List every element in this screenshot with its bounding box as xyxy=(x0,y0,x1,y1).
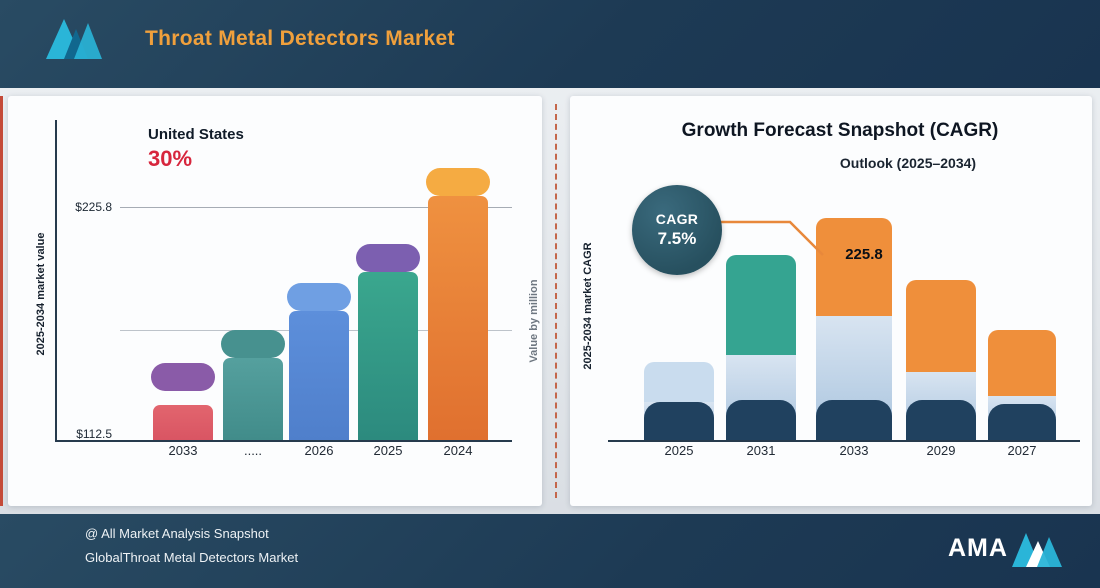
left-accent-line xyxy=(0,96,3,506)
footer-source: GlobalThroat Metal Detectors Market xyxy=(85,550,299,565)
y-tick-225: $225.8 xyxy=(75,200,112,214)
left-x-axis xyxy=(55,440,512,442)
peak-value-label: 225.8 xyxy=(845,246,883,263)
page-title: Throat Metal Detectors Market xyxy=(145,27,455,50)
cagr-badge-label: CAGR xyxy=(655,211,699,227)
us-chart-panel xyxy=(8,96,542,506)
cagr-outlook-subtitle: Outlook (2025–2034) xyxy=(839,155,977,171)
cagr-callout-line xyxy=(718,220,824,256)
header: Throat Metal Detectors Market xyxy=(0,0,1100,88)
left-y-axis-label: 2025-2034 market value xyxy=(35,232,47,356)
gridline-mid xyxy=(120,330,512,331)
cagr-badge: CAGR 7.5% xyxy=(632,185,722,275)
footer: @ All Market Analysis Snapshot GlobalThr… xyxy=(0,514,1100,588)
y-tick-112: $112.5 xyxy=(76,427,112,441)
value-unit-label: Value by million xyxy=(528,279,540,363)
panel-divider xyxy=(555,104,557,498)
cagr-badge-value: 7.5% xyxy=(657,229,697,248)
cagr-chart-title: Growth Forecast Snapshot (CAGR) xyxy=(681,120,999,141)
gridline-upper xyxy=(120,207,512,208)
footer-tagline: @ All Market Analysis Snapshot xyxy=(85,526,269,541)
footer-brand-text: AMA xyxy=(948,534,1008,562)
us-chart-title: United States xyxy=(148,126,244,143)
us-growth-value: 30% xyxy=(148,146,193,171)
right-x-axis xyxy=(608,440,1080,442)
left-y-axis xyxy=(55,120,57,442)
ama-logo-icon xyxy=(46,19,102,59)
right-y-axis-label: 2025-2034 market CAGR xyxy=(582,242,594,370)
footer-ama-logo-icon xyxy=(1012,533,1062,567)
